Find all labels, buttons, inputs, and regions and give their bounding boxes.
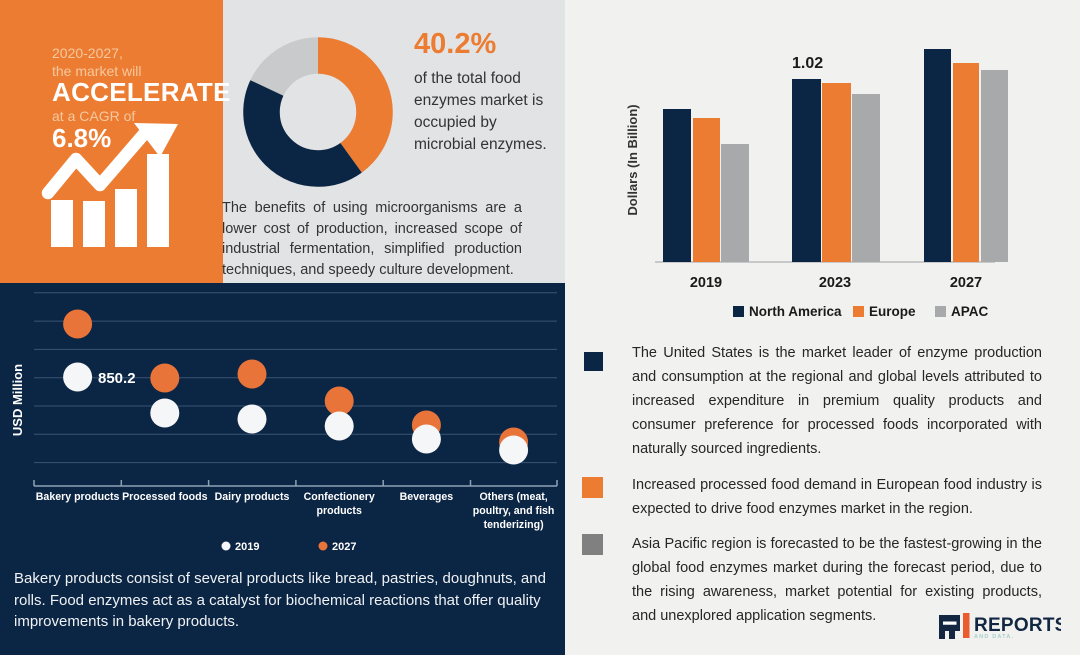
svg-text:REPORTS: REPORTS xyxy=(974,615,1061,636)
svg-text:AND DATA.: AND DATA. xyxy=(974,634,1014,640)
